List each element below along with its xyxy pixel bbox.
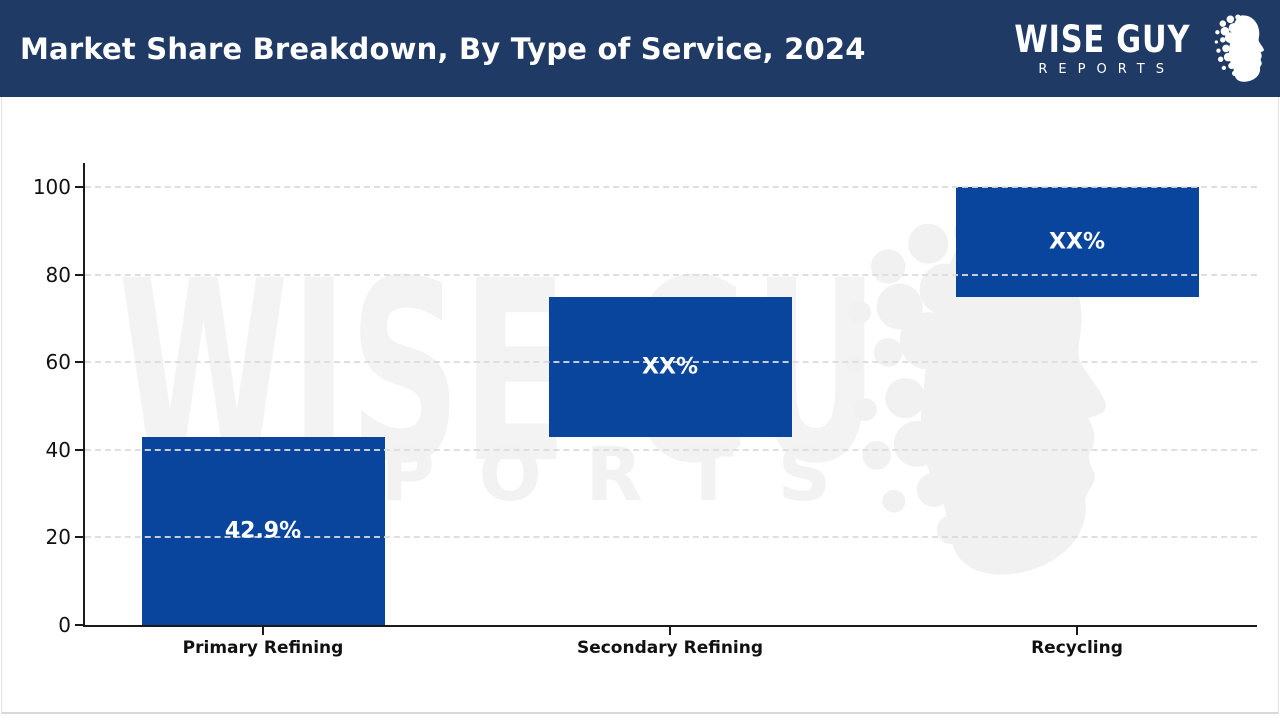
header-bar: Market Share Breakdown, By Type of Servi…	[0, 0, 1280, 97]
y-tick-label: 20	[45, 525, 71, 550]
y-tick-mark	[75, 273, 83, 276]
logo-head-icon	[1214, 13, 1264, 82]
category-label: Secondary Refining	[576, 638, 764, 658]
y-tick-label: 40	[45, 437, 71, 462]
x-axis-line	[83, 625, 1257, 627]
bar-value-label: 42.9%	[224, 518, 302, 544]
gridline	[85, 186, 1257, 188]
logo-text: WISE GUY REPORTS	[995, 21, 1210, 77]
y-tick-label: 100	[32, 175, 71, 199]
x-tick-mark	[262, 627, 264, 635]
y-tick-mark	[75, 186, 83, 188]
y-tick-label: 60	[45, 350, 71, 375]
y-tick-mark	[75, 361, 83, 364]
bar	[141, 437, 385, 625]
gridline	[85, 536, 1257, 539]
category-label: Recycling	[1031, 638, 1123, 658]
y-tick-mark	[75, 624, 83, 626]
bar-value-label: XX%	[642, 354, 698, 380]
category-label: Primary Refining	[182, 638, 344, 658]
page-bottom-border	[2, 712, 1278, 714]
y-axis-line	[83, 163, 85, 627]
bar	[548, 296, 792, 438]
page-left-border	[1, 97, 2, 714]
y-tick-mark	[75, 536, 83, 539]
gridline	[85, 273, 1257, 276]
chart-title: Market Share Breakdown, By Type of Servi…	[20, 31, 866, 66]
y-tick-label: 0	[58, 613, 71, 637]
y-tick-mark	[75, 448, 83, 451]
bar-value-label: XX%	[1049, 229, 1105, 255]
y-tick-label: 80	[45, 262, 71, 287]
gridline	[85, 448, 1257, 451]
x-tick-mark	[1076, 627, 1078, 635]
brand-logo: WISE GUY REPORTS	[995, 0, 1266, 97]
x-tick-mark	[669, 627, 671, 635]
gridline	[85, 361, 1257, 364]
logo-subtext: REPORTS	[1038, 61, 1175, 77]
page-right-border	[1278, 97, 1279, 714]
logo-wordmark: WISE GUY	[1014, 17, 1191, 61]
